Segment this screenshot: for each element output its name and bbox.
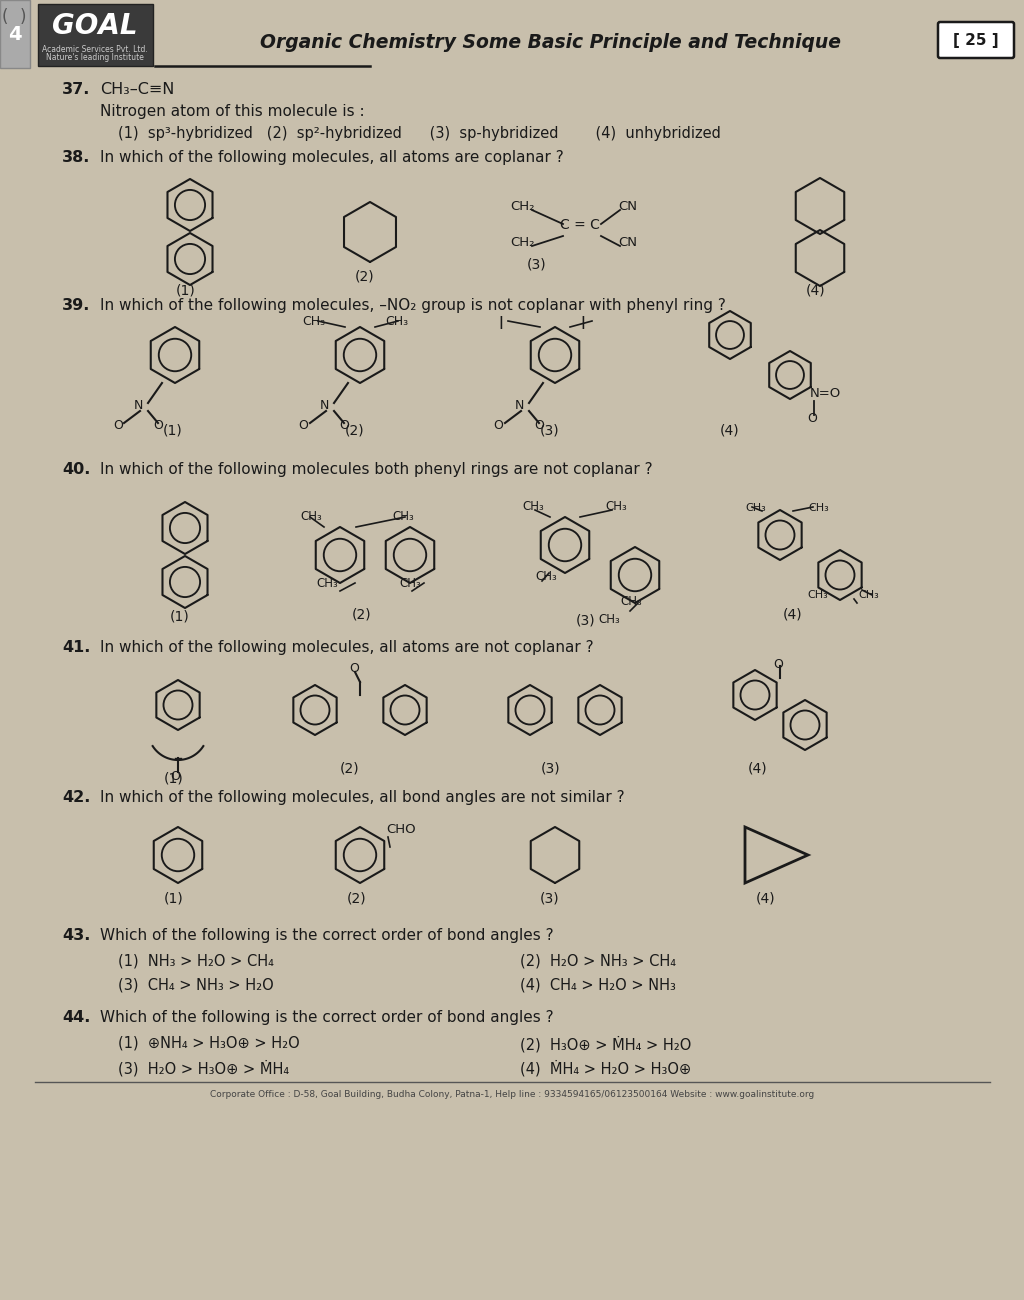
Text: CH₃: CH₃ bbox=[858, 590, 879, 601]
Text: In which of the following molecules, –NO₂ group is not coplanar with phenyl ring: In which of the following molecules, –NO… bbox=[100, 298, 726, 313]
Text: (2)  H₃O⊕ > ṀH₄ > H₂O: (2) H₃O⊕ > ṀH₄ > H₂O bbox=[520, 1036, 691, 1053]
Text: (1): (1) bbox=[170, 610, 189, 624]
Text: (4)  ṀH₄ > H₂O > H₃O⊕: (4) ṀH₄ > H₂O > H₃O⊕ bbox=[520, 1060, 691, 1076]
Text: Organic Chemistry Some Basic Principle and Technique: Organic Chemistry Some Basic Principle a… bbox=[259, 32, 841, 52]
Text: 43.: 43. bbox=[62, 928, 90, 942]
Text: 41.: 41. bbox=[62, 640, 90, 655]
Text: (1): (1) bbox=[176, 283, 196, 298]
Text: (4): (4) bbox=[806, 283, 825, 298]
Text: (3): (3) bbox=[527, 257, 547, 272]
FancyBboxPatch shape bbox=[38, 4, 153, 66]
Text: O: O bbox=[113, 419, 123, 432]
Text: 38.: 38. bbox=[62, 150, 90, 165]
Text: CH₃: CH₃ bbox=[392, 510, 414, 523]
Text: (3): (3) bbox=[540, 422, 560, 437]
Text: (3)  H₂O > H₃O⊕ > ṀH₄: (3) H₂O > H₃O⊕ > ṀH₄ bbox=[118, 1060, 289, 1076]
Text: CN: CN bbox=[618, 200, 637, 213]
Text: (1): (1) bbox=[163, 422, 182, 437]
Text: O: O bbox=[807, 412, 817, 425]
Text: CH₂: CH₂ bbox=[510, 200, 535, 213]
Text: I: I bbox=[498, 315, 503, 333]
Text: CH₂: CH₂ bbox=[510, 237, 535, 250]
Text: CH₃: CH₃ bbox=[605, 500, 627, 514]
Text: 42.: 42. bbox=[62, 790, 90, 805]
FancyBboxPatch shape bbox=[0, 0, 30, 68]
Text: (4): (4) bbox=[720, 422, 739, 437]
Text: (2): (2) bbox=[347, 891, 367, 905]
Text: In which of the following molecules, all atoms are not coplanar ?: In which of the following molecules, all… bbox=[100, 640, 594, 655]
Text: CN: CN bbox=[618, 237, 637, 250]
Text: O: O bbox=[493, 419, 503, 432]
Text: C = C: C = C bbox=[560, 218, 600, 231]
Text: ): ) bbox=[20, 8, 27, 26]
FancyBboxPatch shape bbox=[938, 22, 1014, 58]
Text: CH₃: CH₃ bbox=[399, 577, 421, 590]
Text: (4): (4) bbox=[748, 762, 768, 776]
Text: (1): (1) bbox=[164, 772, 183, 786]
Text: O: O bbox=[153, 419, 163, 432]
Text: N: N bbox=[515, 399, 524, 412]
Text: (1)  NH₃ > H₂O > CH₄: (1) NH₃ > H₂O > CH₄ bbox=[118, 954, 273, 968]
Text: GOAL: GOAL bbox=[52, 12, 138, 40]
Text: Corporate Office : D-58, Goal Building, Budha Colony, Patna-1, Help line : 93345: Corporate Office : D-58, Goal Building, … bbox=[210, 1089, 814, 1098]
Text: 37.: 37. bbox=[62, 82, 90, 98]
Text: (4)  CH₄ > H₂O > NH₃: (4) CH₄ > H₂O > NH₃ bbox=[520, 978, 676, 993]
Text: CH₃: CH₃ bbox=[300, 510, 322, 523]
Text: CH₃: CH₃ bbox=[620, 595, 642, 608]
Text: O: O bbox=[339, 419, 349, 432]
Text: (3): (3) bbox=[541, 762, 560, 776]
Text: (1)  ⊕NH₄ > H₃O⊕ > H₂O: (1) ⊕NH₄ > H₃O⊕ > H₂O bbox=[118, 1036, 300, 1050]
Text: N=O: N=O bbox=[810, 387, 842, 400]
Text: N: N bbox=[134, 399, 143, 412]
Text: CH₃: CH₃ bbox=[598, 614, 620, 627]
Text: (3): (3) bbox=[540, 891, 560, 905]
Text: I: I bbox=[580, 315, 585, 333]
Text: CH₃–C≡N: CH₃–C≡N bbox=[100, 82, 174, 98]
Text: [ 25 ]: [ 25 ] bbox=[953, 32, 998, 48]
Text: N: N bbox=[319, 399, 330, 412]
Text: (1): (1) bbox=[164, 891, 183, 905]
Text: CH₃: CH₃ bbox=[808, 503, 828, 514]
Text: O: O bbox=[773, 658, 783, 671]
Text: 44.: 44. bbox=[62, 1010, 90, 1024]
Text: (4): (4) bbox=[756, 891, 775, 905]
Text: (2): (2) bbox=[340, 762, 359, 776]
Text: O: O bbox=[349, 662, 358, 675]
Text: O: O bbox=[534, 419, 544, 432]
Text: (3): (3) bbox=[575, 614, 596, 627]
Text: 39.: 39. bbox=[62, 298, 90, 313]
Text: CHO: CHO bbox=[386, 823, 416, 836]
Text: 40.: 40. bbox=[62, 462, 90, 477]
Text: In which of the following molecules, all bond angles are not similar ?: In which of the following molecules, all… bbox=[100, 790, 625, 805]
Text: (2): (2) bbox=[345, 422, 365, 437]
Text: CH₃: CH₃ bbox=[535, 569, 557, 582]
Text: Which of the following is the correct order of bond angles ?: Which of the following is the correct or… bbox=[100, 1010, 554, 1024]
Text: CH₃: CH₃ bbox=[316, 577, 338, 590]
Text: Nature's leading Institute: Nature's leading Institute bbox=[46, 53, 144, 62]
Text: CH₃: CH₃ bbox=[745, 503, 766, 514]
Text: CH₃: CH₃ bbox=[807, 590, 827, 601]
Text: Nitrogen atom of this molecule is :: Nitrogen atom of this molecule is : bbox=[100, 104, 365, 120]
Text: CH₃: CH₃ bbox=[522, 500, 544, 514]
Text: Academic Services Pvt. Ltd.: Academic Services Pvt. Ltd. bbox=[42, 46, 147, 55]
Text: (2): (2) bbox=[355, 270, 375, 283]
Text: 4: 4 bbox=[8, 25, 22, 43]
Text: Which of the following is the correct order of bond angles ?: Which of the following is the correct or… bbox=[100, 928, 554, 942]
Text: In which of the following molecules both phenyl rings are not coplanar ?: In which of the following molecules both… bbox=[100, 462, 652, 477]
Text: (2)  H₂O > NH₃ > CH₄: (2) H₂O > NH₃ > CH₄ bbox=[520, 954, 676, 968]
Text: In which of the following molecules, all atoms are coplanar ?: In which of the following molecules, all… bbox=[100, 150, 564, 165]
Text: (2): (2) bbox=[352, 607, 372, 621]
Text: (4): (4) bbox=[783, 607, 803, 621]
Text: (: ( bbox=[2, 8, 8, 26]
Text: (1)  sp³-hybridized   (2)  sp²-hybridized      (3)  sp-hybridized        (4)  un: (1) sp³-hybridized (2) sp²-hybridized (3… bbox=[118, 126, 721, 140]
Text: (3)  CH₄ > NH₃ > H₂O: (3) CH₄ > NH₃ > H₂O bbox=[118, 978, 273, 993]
Text: O: O bbox=[298, 419, 308, 432]
Text: CH₃: CH₃ bbox=[302, 315, 326, 328]
Text: CH₃: CH₃ bbox=[385, 315, 409, 328]
Text: O: O bbox=[170, 770, 180, 783]
